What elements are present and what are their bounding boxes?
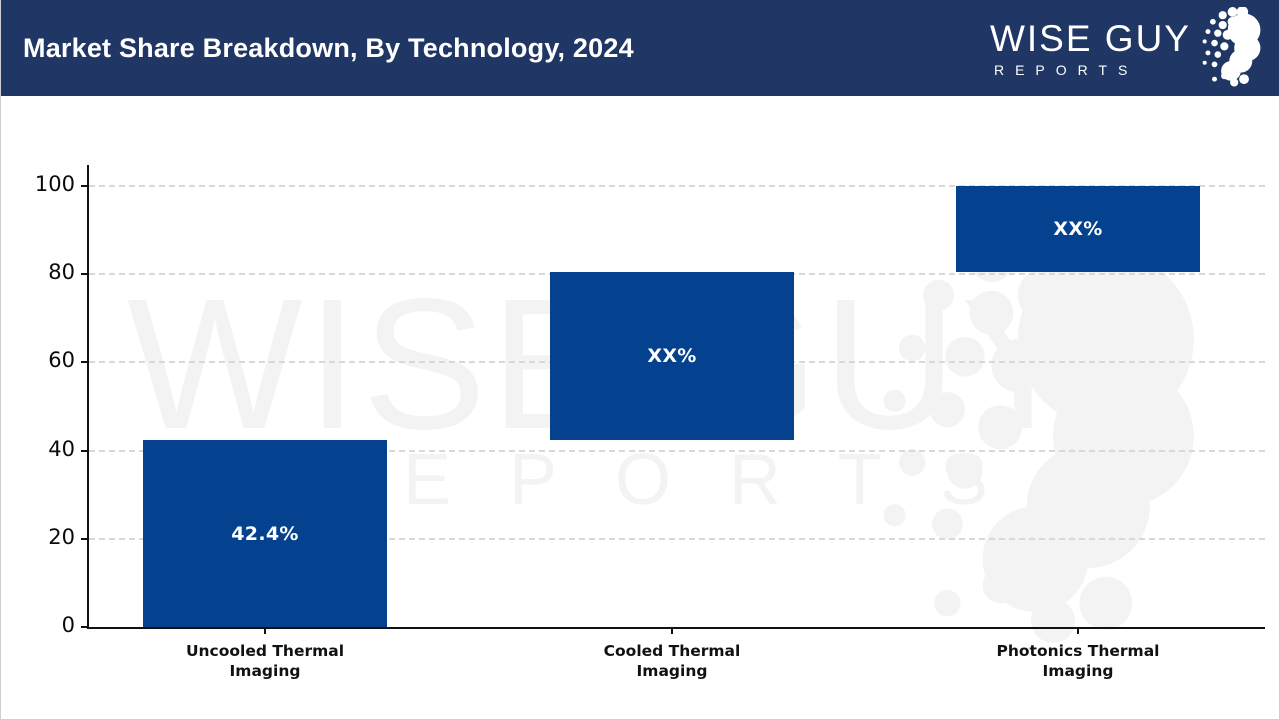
ytick-label-100: 100 <box>34 172 75 196</box>
ytick-mark-100 <box>81 185 89 187</box>
ytick-label-20: 20 <box>48 524 75 549</box>
ytick-label-80: 80 <box>48 260 75 285</box>
xtick-mark-cooled-thermal-imaging <box>671 627 673 634</box>
bar-photonics-thermal-imaging: XX% <box>956 186 1200 272</box>
ytick-mark-60 <box>81 361 89 364</box>
ytick-label-0: 0 <box>61 613 75 637</box>
ytick-label-40: 40 <box>48 436 75 461</box>
ytick-mark-40 <box>81 449 89 452</box>
wiseguy-logo: WISE GUY REPORTS <box>990 7 1267 89</box>
logo-primary-text: WISE GUY <box>989 17 1191 59</box>
logo-secondary-text: REPORTS <box>993 61 1139 78</box>
xtick-mark-uncooled-thermal-imaging <box>264 627 266 634</box>
logo-text: WISE GUY REPORTS <box>990 20 1191 77</box>
bar-value-label-uncooled-thermal-imaging: 42.4% <box>231 522 299 545</box>
gridline-100 <box>89 185 1265 187</box>
bar-value-label-photonics-thermal-imaging: XX% <box>1053 217 1103 240</box>
category-label-cooled-thermal-imaging: Cooled Thermal Imaging <box>603 642 741 681</box>
bar-cooled-thermal-imaging: XX% <box>550 271 794 440</box>
xtick-mark-photonics-thermal-imaging <box>1077 627 1079 634</box>
gridline-40 <box>89 449 1265 452</box>
ytick-mark-20 <box>81 537 89 540</box>
header-bar: Market Share Breakdown, By Technology, 2… <box>1 0 1279 96</box>
category-label-uncooled-thermal-imaging: Uncooled Thermal Imaging <box>185 642 345 681</box>
category-label-photonics-thermal-imaging: Photonics Thermal Imaging <box>996 642 1160 681</box>
y-axis <box>87 165 89 629</box>
gridline-20 <box>89 537 1265 540</box>
ytick-mark-80 <box>81 273 89 276</box>
bar-value-label-cooled-thermal-imaging: XX% <box>647 344 697 367</box>
watermark-subtext: REPORTS <box>293 440 1046 520</box>
x-axis <box>87 627 1265 629</box>
ytick-label-60: 60 <box>48 348 75 373</box>
ytick-mark-0 <box>81 626 89 628</box>
page-title: Market Share Breakdown, By Technology, 2… <box>23 32 634 63</box>
bar-uncooled-thermal-imaging: 42.4% <box>143 440 387 627</box>
